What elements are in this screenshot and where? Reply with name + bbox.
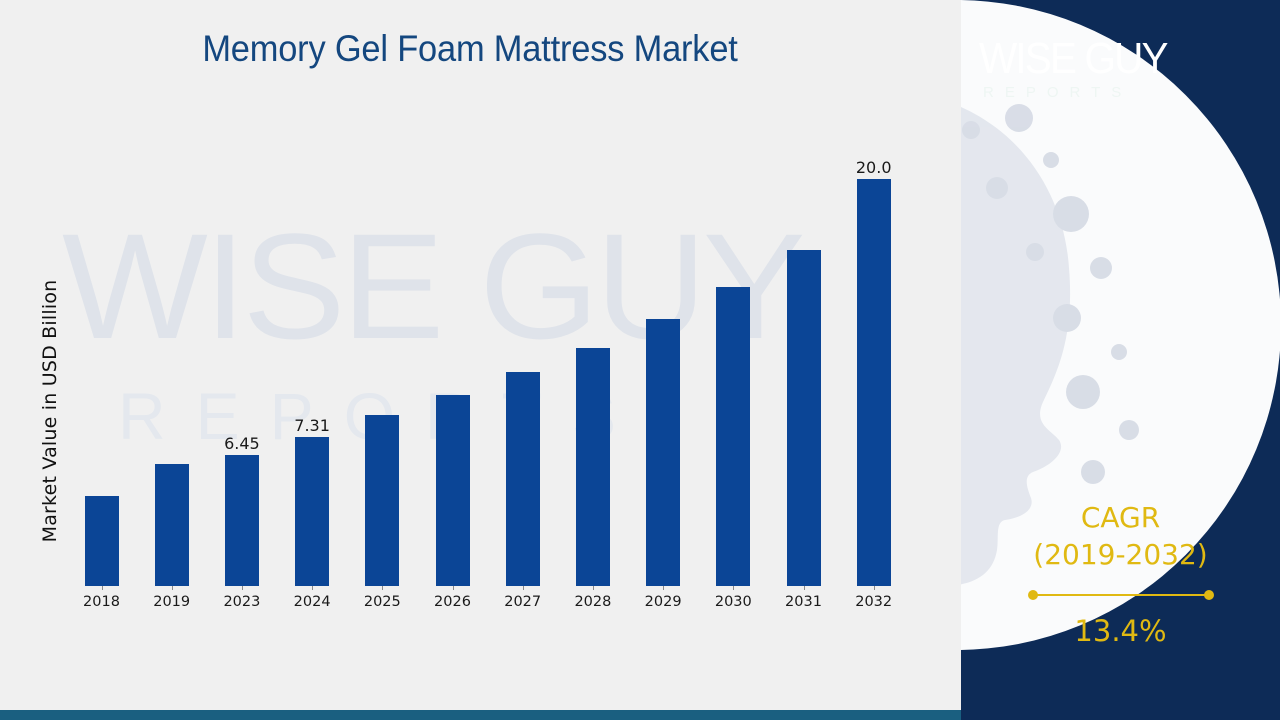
cagr-divider-line: [1033, 593, 1208, 596]
logo-subtext: REPORTS: [983, 84, 1133, 101]
x-label-2025: 2025: [363, 594, 401, 610]
bar-2019: [154, 463, 189, 586]
x-label-2023: 2023: [223, 594, 261, 610]
dotted-head-profile-icon: [961, 0, 1280, 650]
bar-2029: [646, 319, 681, 586]
x-tick-2030: [733, 586, 735, 590]
x-tick-2018: [101, 586, 103, 590]
bar-value-2023: 6.45: [224, 433, 260, 453]
x-tick-2031: [803, 586, 805, 590]
x-tick-2025: [382, 586, 384, 590]
bar-2018: [84, 496, 119, 586]
bar-2025: [365, 415, 400, 586]
x-tick-2028: [592, 586, 594, 590]
cagr-divider: [1027, 589, 1214, 600]
bar-2031: [786, 250, 821, 586]
brand-logo: WISE GUY REPORTS: [961, 30, 1280, 120]
bar-chart: Market Value in USD Billion 2018 2019 6.45…: [39, 157, 893, 610]
x-label-2026: 2026: [434, 594, 471, 610]
cagr-block: CAGR (2019-2032) 13.4%: [961, 500, 1280, 648]
x-label-2024: 2024: [293, 594, 331, 610]
x-tick-2024: [312, 586, 314, 590]
x-label-2029: 2029: [644, 594, 682, 610]
x-tick-2026: [452, 586, 454, 590]
bar-value-2032: 20.0: [855, 157, 892, 177]
cagr-period: (2019-2032): [1033, 537, 1208, 571]
x-label-2027: 2027: [504, 594, 542, 610]
bar-2028: [575, 347, 610, 586]
x-tick-2023: [241, 586, 243, 590]
x-tick-2032: [873, 586, 875, 590]
brand-artwork: [961, 0, 1280, 720]
x-label-2019: 2019: [153, 594, 191, 610]
x-label-2032: 2032: [855, 594, 893, 610]
logo-wordmark: WISE GUY: [979, 34, 1169, 83]
brand-panel: [961, 0, 1280, 720]
bar-2024: [295, 437, 330, 586]
x-tick-2027: [522, 586, 524, 590]
cagr-divider-dot-left: [1027, 589, 1038, 600]
bar-value-2024: 7.31: [294, 416, 330, 436]
x-label-2028: 2028: [574, 594, 612, 610]
x-label-2018: 2018: [83, 594, 120, 610]
bar-2032: [856, 178, 891, 586]
x-tick-2029: [663, 586, 665, 590]
x-label-2031: 2031: [785, 594, 822, 610]
bar-2023: [224, 454, 259, 586]
cagr-label: CAGR: [1080, 501, 1161, 534]
page-title: Memory Gel Foam Mattress Market: [202, 28, 738, 69]
bar-2030: [716, 286, 751, 586]
bar-2027: [505, 372, 540, 586]
y-axis-title: Market Value in USD Billion: [39, 279, 61, 543]
cagr-value: 13.4%: [1074, 613, 1167, 648]
footer-accent-bar: [0, 710, 961, 720]
bar-2026: [435, 394, 470, 586]
chart-panel: Memory Gel Foam Mattress Market WISE GUY…: [0, 28, 961, 720]
x-label-2030: 2030: [714, 594, 752, 610]
cagr-divider-dot-right: [1203, 589, 1214, 600]
x-tick-2019: [171, 586, 173, 590]
